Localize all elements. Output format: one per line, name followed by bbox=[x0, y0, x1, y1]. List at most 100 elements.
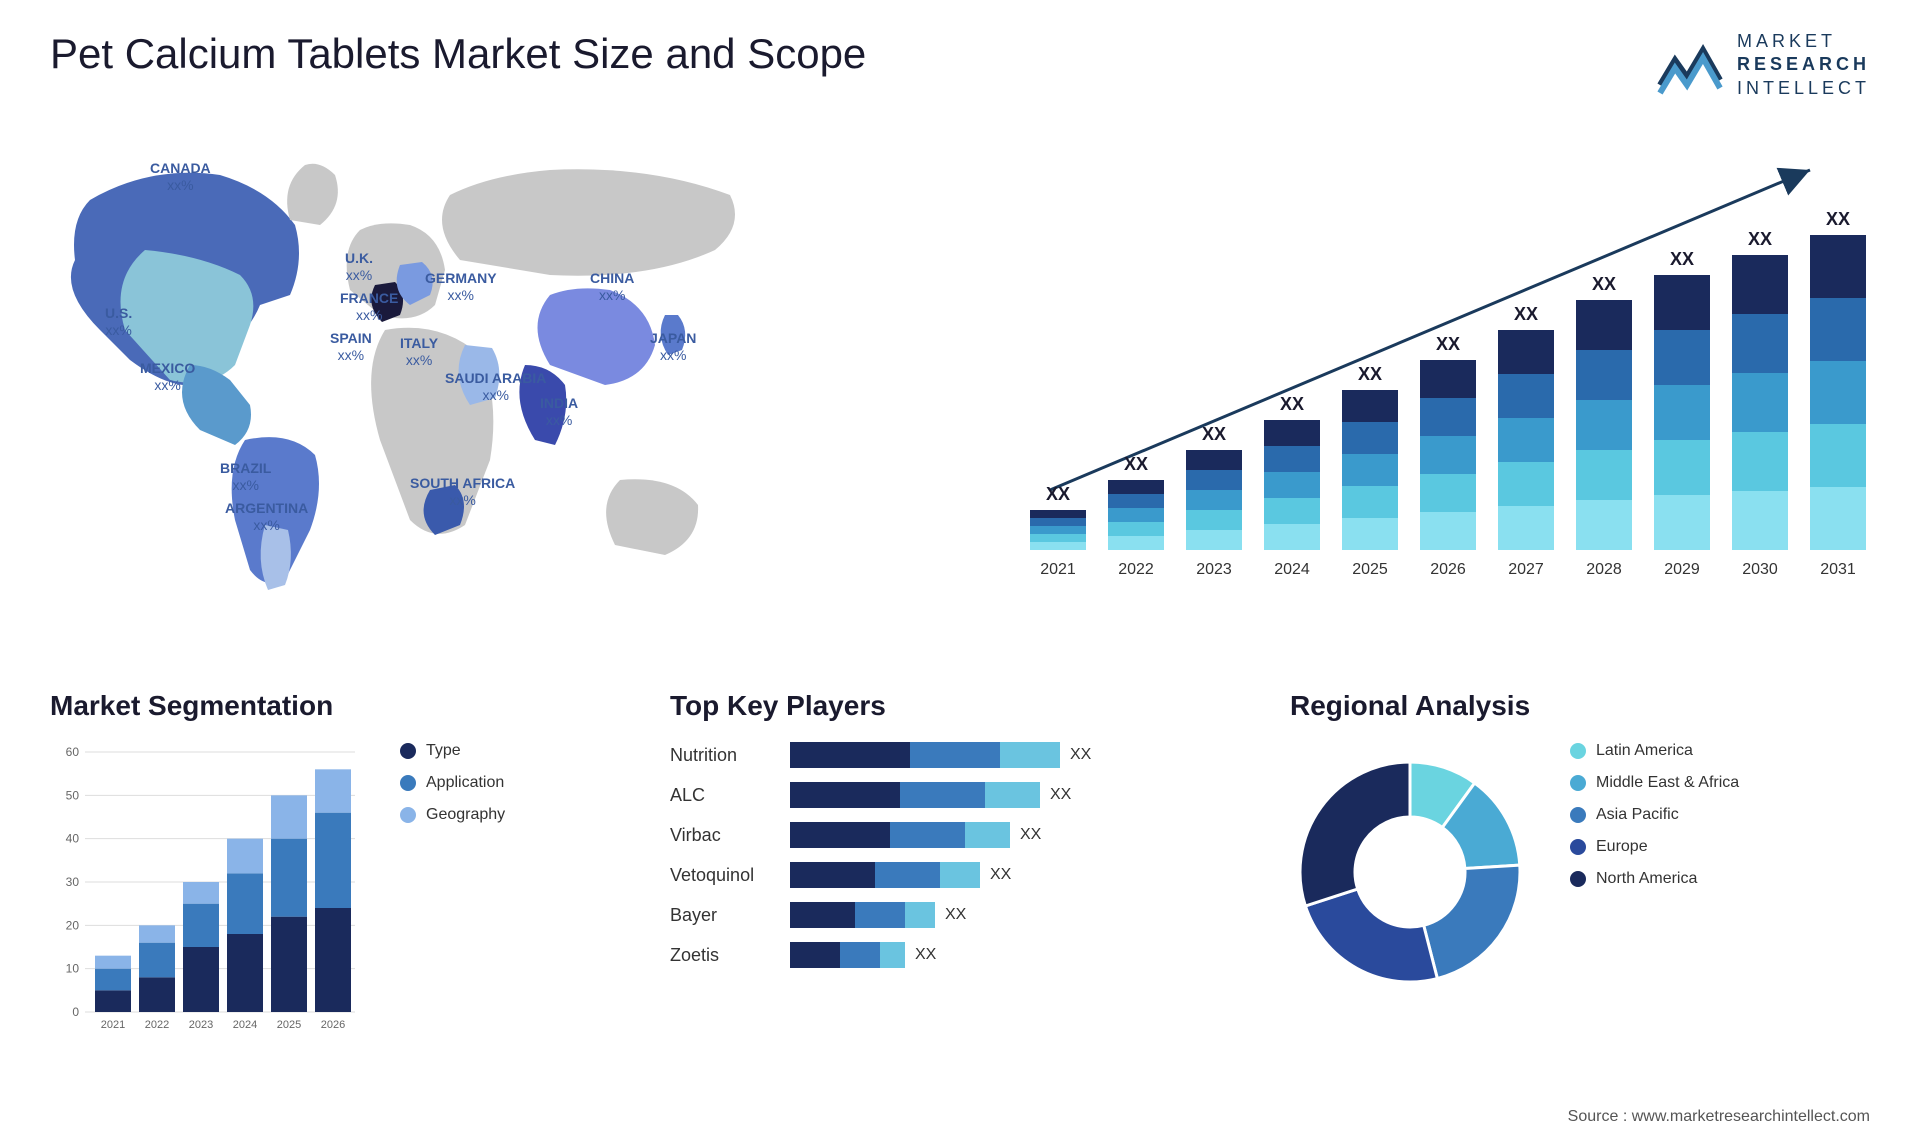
player-label: Vetoquinol bbox=[670, 865, 790, 886]
svg-text:30: 30 bbox=[66, 875, 80, 889]
svg-text:0: 0 bbox=[72, 1005, 79, 1019]
svg-text:2022: 2022 bbox=[145, 1019, 169, 1031]
regional-section: Regional Analysis Latin America Middle Ea… bbox=[1290, 690, 1870, 1070]
growth-bar-chart: XX 2021 XX 2022 XX 2023 XX 2024 XX 2025 XX 2026 XX 20… bbox=[990, 130, 1870, 610]
brand-logo: MARKET RESEARCH INTELLECT bbox=[1655, 30, 1870, 100]
map-label-spain: SPAINxx% bbox=[330, 330, 372, 364]
svg-text:XX: XX bbox=[1202, 424, 1226, 444]
map-label-uk: U.K.xx% bbox=[345, 250, 373, 284]
players-title: Top Key Players bbox=[670, 690, 1250, 722]
svg-text:XX: XX bbox=[1514, 304, 1538, 324]
player-bar bbox=[790, 822, 1010, 848]
logo-line3: INTELLECT bbox=[1737, 77, 1870, 100]
svg-text:2024: 2024 bbox=[1274, 561, 1310, 578]
map-label-brazil: BRAZILxx% bbox=[220, 460, 271, 494]
segmentation-legend: TypeApplicationGeography bbox=[400, 742, 505, 1042]
regional-legend-latin-america: Latin America bbox=[1570, 742, 1739, 760]
player-value: XX bbox=[990, 866, 1011, 884]
regional-legend-asia-pacific: Asia Pacific bbox=[1570, 806, 1739, 824]
svg-text:XX: XX bbox=[1046, 484, 1070, 504]
svg-text:XX: XX bbox=[1358, 364, 1382, 384]
segmentation-section: Market Segmentation 0 10 20 30 40 50 60 2021 202… bbox=[50, 690, 630, 1070]
player-label: Nutrition bbox=[670, 745, 790, 766]
svg-text:2028: 2028 bbox=[1586, 561, 1622, 578]
map-label-china: CHINAxx% bbox=[590, 270, 634, 304]
svg-text:20: 20 bbox=[66, 919, 80, 933]
player-bar bbox=[790, 742, 1060, 768]
player-value: XX bbox=[1050, 786, 1071, 804]
logo-line2: RESEARCH bbox=[1737, 53, 1870, 76]
map-label-italy: ITALYxx% bbox=[400, 335, 438, 369]
regional-legend-europe: Europe bbox=[1570, 838, 1739, 856]
player-row-alc: ALC XX bbox=[670, 782, 1250, 808]
player-row-virbac: Virbac XX bbox=[670, 822, 1250, 848]
player-row-vetoquinol: Vetoquinol XX bbox=[670, 862, 1250, 888]
svg-text:2025: 2025 bbox=[277, 1019, 301, 1031]
player-bar bbox=[790, 862, 980, 888]
svg-text:2027: 2027 bbox=[1508, 561, 1544, 578]
player-label: Zoetis bbox=[670, 945, 790, 966]
svg-text:XX: XX bbox=[1670, 249, 1694, 269]
world-map-section: CANADAxx%U.S.xx%MEXICOxx%BRAZILxx%ARGENT… bbox=[50, 130, 950, 650]
player-label: Virbac bbox=[670, 825, 790, 846]
svg-text:2023: 2023 bbox=[1196, 561, 1232, 578]
map-label-mexico: MEXICOxx% bbox=[140, 360, 195, 394]
svg-text:2025: 2025 bbox=[1352, 561, 1388, 578]
svg-text:2026: 2026 bbox=[1430, 561, 1466, 578]
regional-title: Regional Analysis bbox=[1290, 690, 1870, 722]
map-label-germany: GERMANYxx% bbox=[425, 270, 497, 304]
player-bar bbox=[790, 942, 905, 968]
source-footer: Source : www.marketresearchintellect.com bbox=[1568, 1108, 1870, 1126]
page-title: Pet Calcium Tablets Market Size and Scop… bbox=[50, 30, 866, 78]
growth-chart-section: XX 2021 XX 2022 XX 2023 XX 2024 XX 2025 XX 2026 XX 20… bbox=[990, 130, 1870, 650]
player-row-bayer: Bayer XX bbox=[670, 902, 1250, 928]
player-row-zoetis: Zoetis XX bbox=[670, 942, 1250, 968]
svg-text:XX: XX bbox=[1592, 274, 1616, 294]
svg-text:XX: XX bbox=[1280, 394, 1304, 414]
map-label-japan: JAPANxx% bbox=[650, 330, 696, 364]
player-label: Bayer bbox=[670, 905, 790, 926]
regional-legend-north-america: North America bbox=[1570, 870, 1739, 888]
svg-text:2022: 2022 bbox=[1118, 561, 1154, 578]
svg-text:2029: 2029 bbox=[1664, 561, 1700, 578]
player-value: XX bbox=[915, 946, 936, 964]
player-value: XX bbox=[1020, 826, 1041, 844]
svg-text:10: 10 bbox=[66, 962, 80, 976]
svg-text:XX: XX bbox=[1826, 209, 1850, 229]
map-label-us: U.S.xx% bbox=[105, 305, 132, 339]
seg-legend-geography: Geography bbox=[400, 806, 505, 824]
svg-text:XX: XX bbox=[1436, 334, 1460, 354]
svg-text:2031: 2031 bbox=[1820, 561, 1856, 578]
regional-legend-middle-east---africa: Middle East & Africa bbox=[1570, 774, 1739, 792]
players-list: NutritionXXALCXXVirbacXXVetoquinolXXBaye… bbox=[670, 742, 1250, 968]
svg-text:XX: XX bbox=[1748, 229, 1772, 249]
logo-line1: MARKET bbox=[1737, 30, 1870, 53]
players-section: Top Key Players Nutrition XX ALC XX Virbac XX… bbox=[670, 690, 1250, 1070]
svg-text:40: 40 bbox=[66, 832, 80, 846]
logo-icon bbox=[1655, 35, 1725, 95]
map-label-india: INDIAxx% bbox=[540, 395, 578, 429]
map-label-france: FRANCExx% bbox=[340, 290, 398, 324]
segmentation-chart: 0 10 20 30 40 50 60 2021 2022 2023 2024 2025 2026 bbox=[50, 742, 370, 1042]
player-bar bbox=[790, 902, 935, 928]
svg-text:2030: 2030 bbox=[1742, 561, 1778, 578]
svg-text:50: 50 bbox=[66, 789, 80, 803]
svg-text:2021: 2021 bbox=[1040, 561, 1076, 578]
segmentation-title: Market Segmentation bbox=[50, 690, 630, 722]
seg-legend-type: Type bbox=[400, 742, 505, 760]
player-label: ALC bbox=[670, 785, 790, 806]
svg-text:2024: 2024 bbox=[233, 1019, 257, 1031]
svg-text:2023: 2023 bbox=[189, 1019, 213, 1031]
regional-legend: Latin America Middle East & Africa Asia Pa… bbox=[1570, 742, 1739, 888]
svg-text:60: 60 bbox=[66, 745, 80, 759]
map-label-saudiarabia: SAUDI ARABIAxx% bbox=[445, 370, 546, 404]
svg-text:2026: 2026 bbox=[321, 1019, 345, 1031]
svg-text:XX: XX bbox=[1124, 454, 1148, 474]
map-label-argentina: ARGENTINAxx% bbox=[225, 500, 308, 534]
player-value: XX bbox=[945, 906, 966, 924]
svg-text:2021: 2021 bbox=[101, 1019, 125, 1031]
player-value: XX bbox=[1070, 746, 1091, 764]
map-label-southafrica: SOUTH AFRICAxx% bbox=[410, 475, 515, 509]
player-bar bbox=[790, 782, 1040, 808]
player-row-nutrition: Nutrition XX bbox=[670, 742, 1250, 768]
